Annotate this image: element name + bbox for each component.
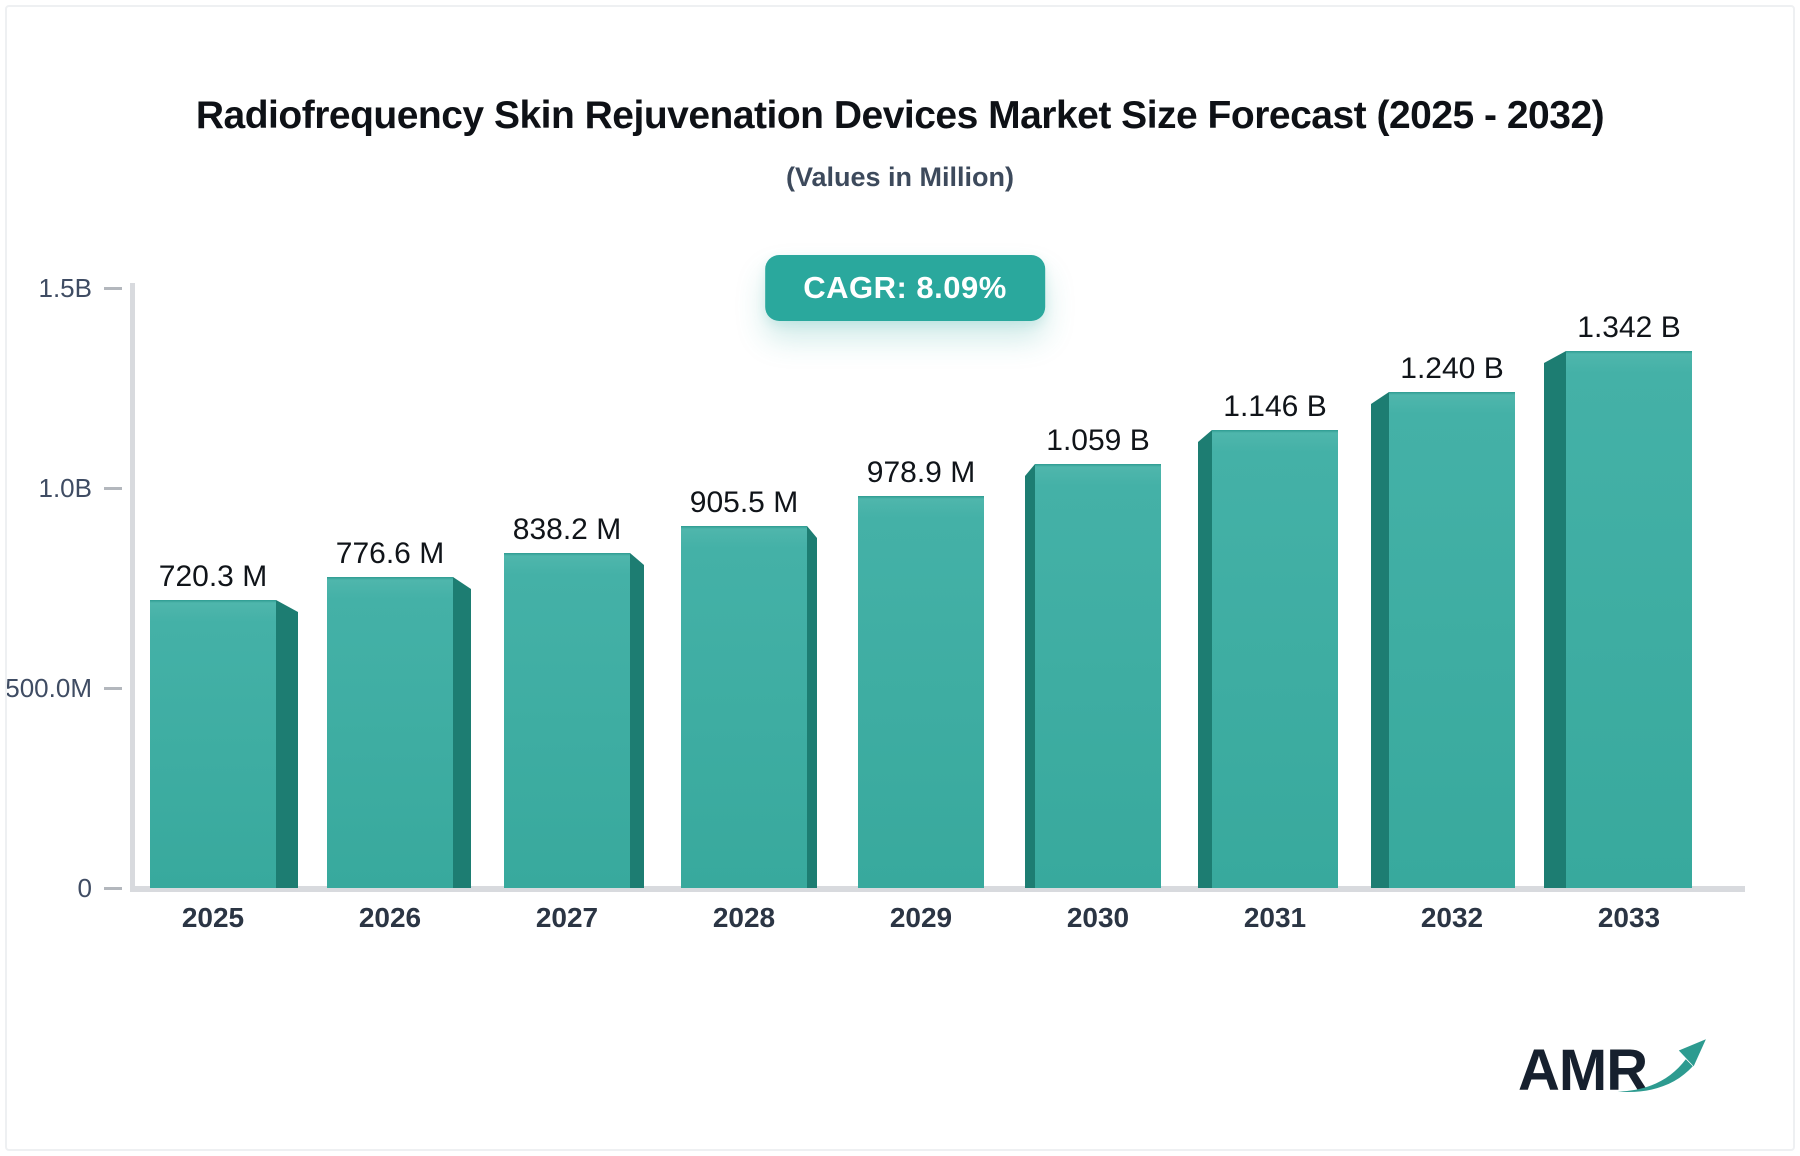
amr-logo-text: AMR [1518, 1038, 1648, 1103]
y-tick-label: 1.0B [38, 473, 93, 503]
y-tick-label: 0 [77, 873, 92, 903]
bar-2029 [858, 496, 984, 888]
chart-title: Radiofrequency Skin Rejuvenation Devices… [195, 94, 1605, 137]
bar-side-face [1544, 351, 1566, 888]
bar-side-face [807, 526, 817, 888]
y-tick-0: 0 [0, 873, 122, 903]
y-tick-mark [104, 287, 122, 290]
cagr-badge: CAGR: 8.09% [765, 255, 1045, 321]
growth-arrow-icon [1617, 1039, 1706, 1093]
x-axis-label-2027: 2027 [535, 902, 599, 933]
amr-logo: AMR [1518, 1028, 1708, 1110]
y-tick-1.0B: 1.0B [0, 473, 122, 503]
x-axis-label-2029: 2029 [889, 902, 953, 933]
bar-value-label: 1.146 B [1223, 390, 1327, 423]
y-tick-mark [104, 487, 122, 490]
x-axis-label-2028: 2028 [712, 902, 776, 933]
y-tick-500.0M: 500.0M [0, 673, 122, 703]
bar-2027 [504, 553, 630, 888]
bar-2025 [150, 600, 276, 888]
bar-value-label: 1.342 B [1577, 311, 1681, 344]
x-axis-line [130, 886, 1745, 892]
y-axis-line [130, 283, 135, 891]
chart-subtitle: (Values in Million) [785, 162, 1015, 192]
y-tick-label: 1.5B [38, 273, 93, 303]
bar-2032 [1389, 392, 1515, 888]
bar-value-label: 1.059 B [1046, 424, 1150, 457]
bar-value-label: 838.2 M [512, 513, 622, 546]
bar-side-face [1198, 430, 1212, 888]
y-tick-mark [104, 887, 122, 890]
x-axis-label-2030: 2030 [1066, 902, 1130, 933]
y-tick-1.5B: 1.5B [0, 273, 122, 303]
y-tick-label: 500.0M [5, 673, 92, 703]
bar-value-label: 905.5 M [689, 486, 799, 519]
bar-2030 [1035, 464, 1161, 888]
x-axis-label-2032: 2032 [1420, 902, 1484, 933]
x-axis-label-2031: 2031 [1243, 902, 1307, 933]
bar-value-label: 720.3 M [158, 560, 268, 593]
bar-side-face [276, 600, 298, 888]
bar-value-label: 776.6 M [335, 537, 445, 570]
bar-side-face [630, 553, 644, 888]
bar-2028 [681, 526, 807, 888]
bar-value-label: 978.9 M [866, 456, 976, 489]
bar-2026 [327, 577, 453, 888]
x-axis-label-2026: 2026 [358, 902, 422, 933]
bar-side-face [1025, 464, 1035, 888]
bar-2033 [1566, 351, 1692, 888]
x-axis-label-2033: 2033 [1597, 902, 1661, 933]
x-axis-label-2025: 2025 [181, 902, 245, 933]
bar-side-face [453, 577, 471, 888]
bar-2031 [1212, 430, 1338, 888]
bar-value-label: 1.240 B [1400, 352, 1504, 385]
bar-side-face [1371, 392, 1389, 888]
y-tick-mark [104, 687, 122, 690]
